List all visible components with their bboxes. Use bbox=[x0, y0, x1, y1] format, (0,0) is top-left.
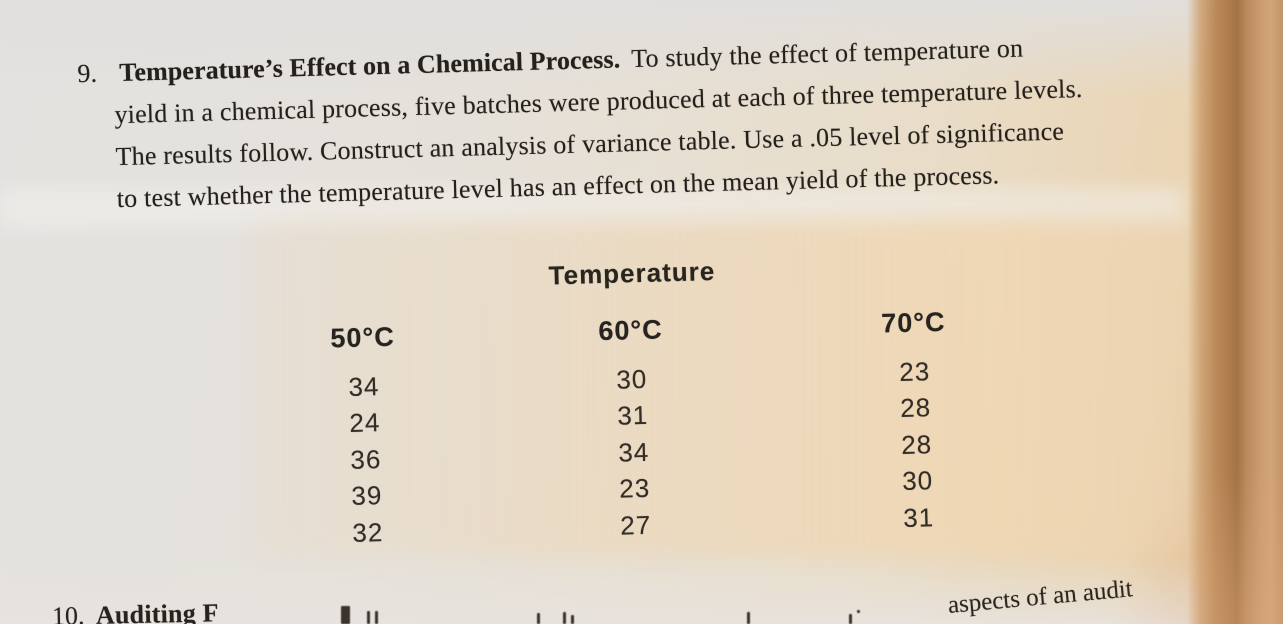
problem-9: 9. Temperature’s Effect on a Chemical Pro… bbox=[77, 26, 1086, 221]
next-problem-title-partial: Auditing F bbox=[95, 598, 219, 624]
table-cell: 39 bbox=[350, 480, 383, 512]
table-cell: 31 bbox=[616, 400, 649, 432]
page-edge-warm-glow bbox=[1103, 464, 1283, 624]
table-shading-box bbox=[255, 218, 1185, 556]
problem-number: 9. bbox=[76, 58, 98, 89]
cutoff-letter-top bbox=[375, 611, 378, 624]
table-cell: 27 bbox=[619, 509, 652, 541]
column-header-60c: 60°C bbox=[597, 314, 664, 347]
table-cell: 30 bbox=[901, 465, 934, 497]
table-cell: 34 bbox=[348, 371, 380, 402]
book-page-edge bbox=[1187, 0, 1283, 624]
cutoff-letter-top bbox=[571, 615, 574, 624]
next-problem-fragment: 10. Auditing F bbox=[52, 598, 219, 624]
table-cell: 23 bbox=[898, 356, 931, 388]
cutoff-letter-top bbox=[563, 612, 566, 624]
table-cell: 34 bbox=[617, 436, 650, 468]
table-cell: 31 bbox=[902, 501, 935, 533]
problem-line-1-text: To study the effect of temperature on bbox=[630, 33, 1024, 74]
problem-title: Temperature’s Effect on a Chemical Proce… bbox=[118, 44, 621, 88]
cutoff-letter-top bbox=[857, 610, 860, 613]
column-header-50c: 50°C bbox=[330, 321, 396, 354]
cutoff-letter-top bbox=[849, 614, 852, 624]
table-column-50c: 50°C 34 24 36 39 32 bbox=[297, 320, 433, 552]
table-title: Temperature bbox=[548, 255, 716, 291]
table-cell: 28 bbox=[900, 428, 933, 460]
cutoff-letter-top bbox=[367, 611, 370, 624]
table-column-60c: 60°C 30 31 34 23 27 bbox=[565, 313, 701, 545]
cutoff-letter-top bbox=[341, 606, 350, 624]
table-cell: 32 bbox=[351, 516, 384, 548]
table-cell: 24 bbox=[349, 407, 381, 439]
table-column-70c: 70°C 23 28 28 30 31 bbox=[848, 305, 984, 537]
table-cell: 36 bbox=[350, 443, 382, 475]
cutoff-letter-top bbox=[747, 612, 750, 624]
table-cell: 28 bbox=[899, 392, 932, 424]
table-cell: 30 bbox=[615, 363, 648, 395]
column-header-70c: 70°C bbox=[880, 306, 946, 339]
table-cell: 23 bbox=[618, 473, 651, 504]
next-problem-number: 10. bbox=[51, 601, 85, 624]
cutoff-letter-top bbox=[537, 613, 540, 624]
